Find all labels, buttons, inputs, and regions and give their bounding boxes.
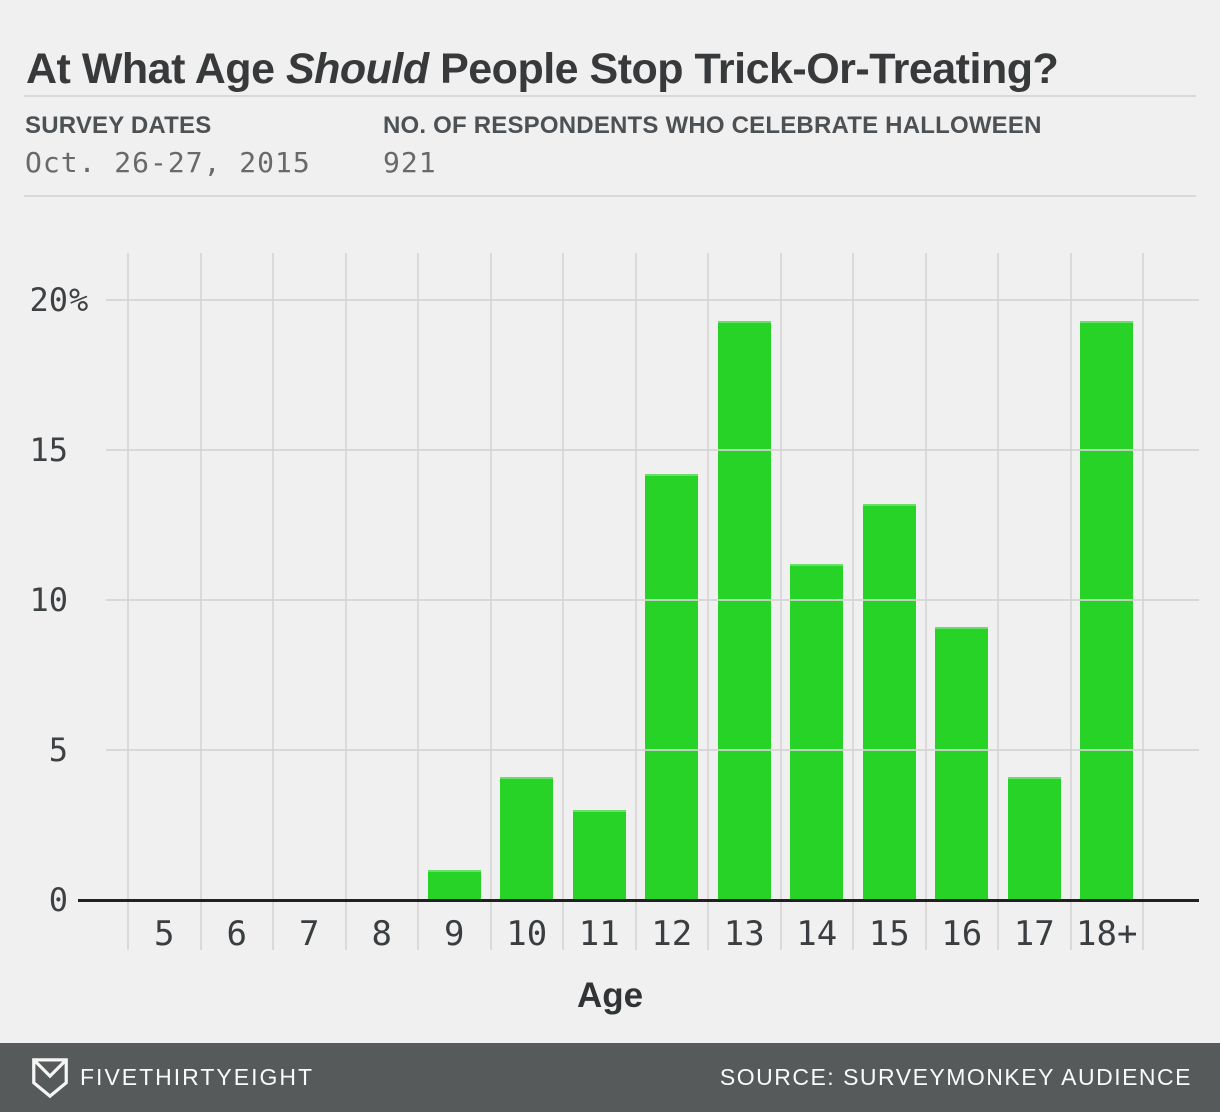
vertical-gridline (127, 253, 129, 950)
respondents-label: NO. OF RESPONDENTS WHO CELEBRATE HALLOWE… (383, 112, 1042, 139)
vertical-gridline (924, 253, 927, 950)
x-tick-label: 18+ (1076, 914, 1138, 954)
vertical-gridline (997, 253, 999, 950)
x-axis-line (78, 898, 1199, 902)
horizontal-gridline (106, 299, 1199, 301)
x-tick-label: 8 (371, 914, 392, 954)
y-tick-label: 0 (48, 881, 68, 919)
x-tick-label: 14 (796, 914, 838, 954)
y-tick-label: 15 (29, 431, 68, 469)
x-tick-label: 13 (723, 914, 765, 954)
x-tick-label: 17 (1013, 914, 1055, 954)
header-divider-top (24, 95, 1196, 97)
vertical-gridline (779, 253, 782, 950)
y-tick-label: 20% (29, 281, 89, 319)
x-tick-label: 5 (154, 914, 175, 954)
survey-dates-label: SURVEY DATES (25, 112, 212, 139)
x-tick-label: 9 (444, 914, 465, 954)
x-tick-label: 7 (299, 914, 320, 954)
x-tick-label: 12 (651, 914, 693, 954)
respondents-value: 921 (383, 146, 437, 179)
vertical-gridline (562, 253, 564, 950)
x-tick-label: 10 (506, 914, 548, 954)
x-tick-label: 15 (868, 914, 910, 954)
bar-age-9 (427, 870, 481, 900)
vertical-gridline (1142, 253, 1144, 950)
vertical-gridline (489, 253, 492, 950)
horizontal-gridline (106, 749, 1199, 751)
bar-age-10 (500, 777, 554, 900)
y-tick-label: 5 (48, 731, 68, 769)
vertical-gridline (272, 253, 274, 950)
horizontal-gridline (106, 449, 1199, 451)
vertical-gridline (344, 253, 347, 950)
vertical-gridline (417, 253, 419, 950)
bar-age-14 (790, 564, 844, 900)
x-tick-label: 16 (941, 914, 983, 954)
y-tick-label: 10 (29, 581, 68, 619)
vertical-gridline (707, 253, 709, 950)
vertical-gridline (634, 253, 637, 950)
vertical-gridline (852, 253, 854, 950)
fivethirtyeight-fox-logo-icon (32, 1058, 68, 1099)
chart-title-prefix: At What Age (26, 44, 286, 93)
fivethirtyeight-brand-text: FIVETHIRTYEIGHT (80, 1064, 315, 1090)
bar-age-17 (1007, 777, 1061, 900)
survey-dates-value: Oct. 26-27, 2015 (25, 146, 311, 179)
x-tick-label: 11 (578, 914, 620, 954)
bar-age-13 (717, 321, 771, 900)
bar-age-15 (862, 504, 916, 900)
bar-age-18+ (1080, 321, 1134, 900)
chart-title-suffix: People Stop Trick-Or-Treating? (428, 44, 1059, 93)
percent-sign: % (69, 281, 89, 319)
footer-bar: FIVETHIRTYEIGHT SOURCE: SURVEYMONKEY AUD… (0, 1043, 1220, 1112)
x-tick-label: 6 (226, 914, 247, 954)
bar-age-16 (935, 627, 989, 900)
vertical-gridline (199, 253, 202, 950)
source-credit-text: SOURCE: SURVEYMONKEY AUDIENCE (719, 1064, 1192, 1090)
chart-title-emphasis: Should (285, 44, 429, 93)
x-axis-title: Age (576, 976, 644, 1015)
bar-age-11 (572, 810, 626, 900)
horizontal-gridline (106, 599, 1199, 601)
vertical-gridline (1069, 253, 1072, 950)
header-divider-bottom (24, 195, 1196, 197)
chart-title: At What Age Should People Stop Trick-Or-… (26, 44, 1059, 94)
bar-age-12 (645, 474, 699, 900)
